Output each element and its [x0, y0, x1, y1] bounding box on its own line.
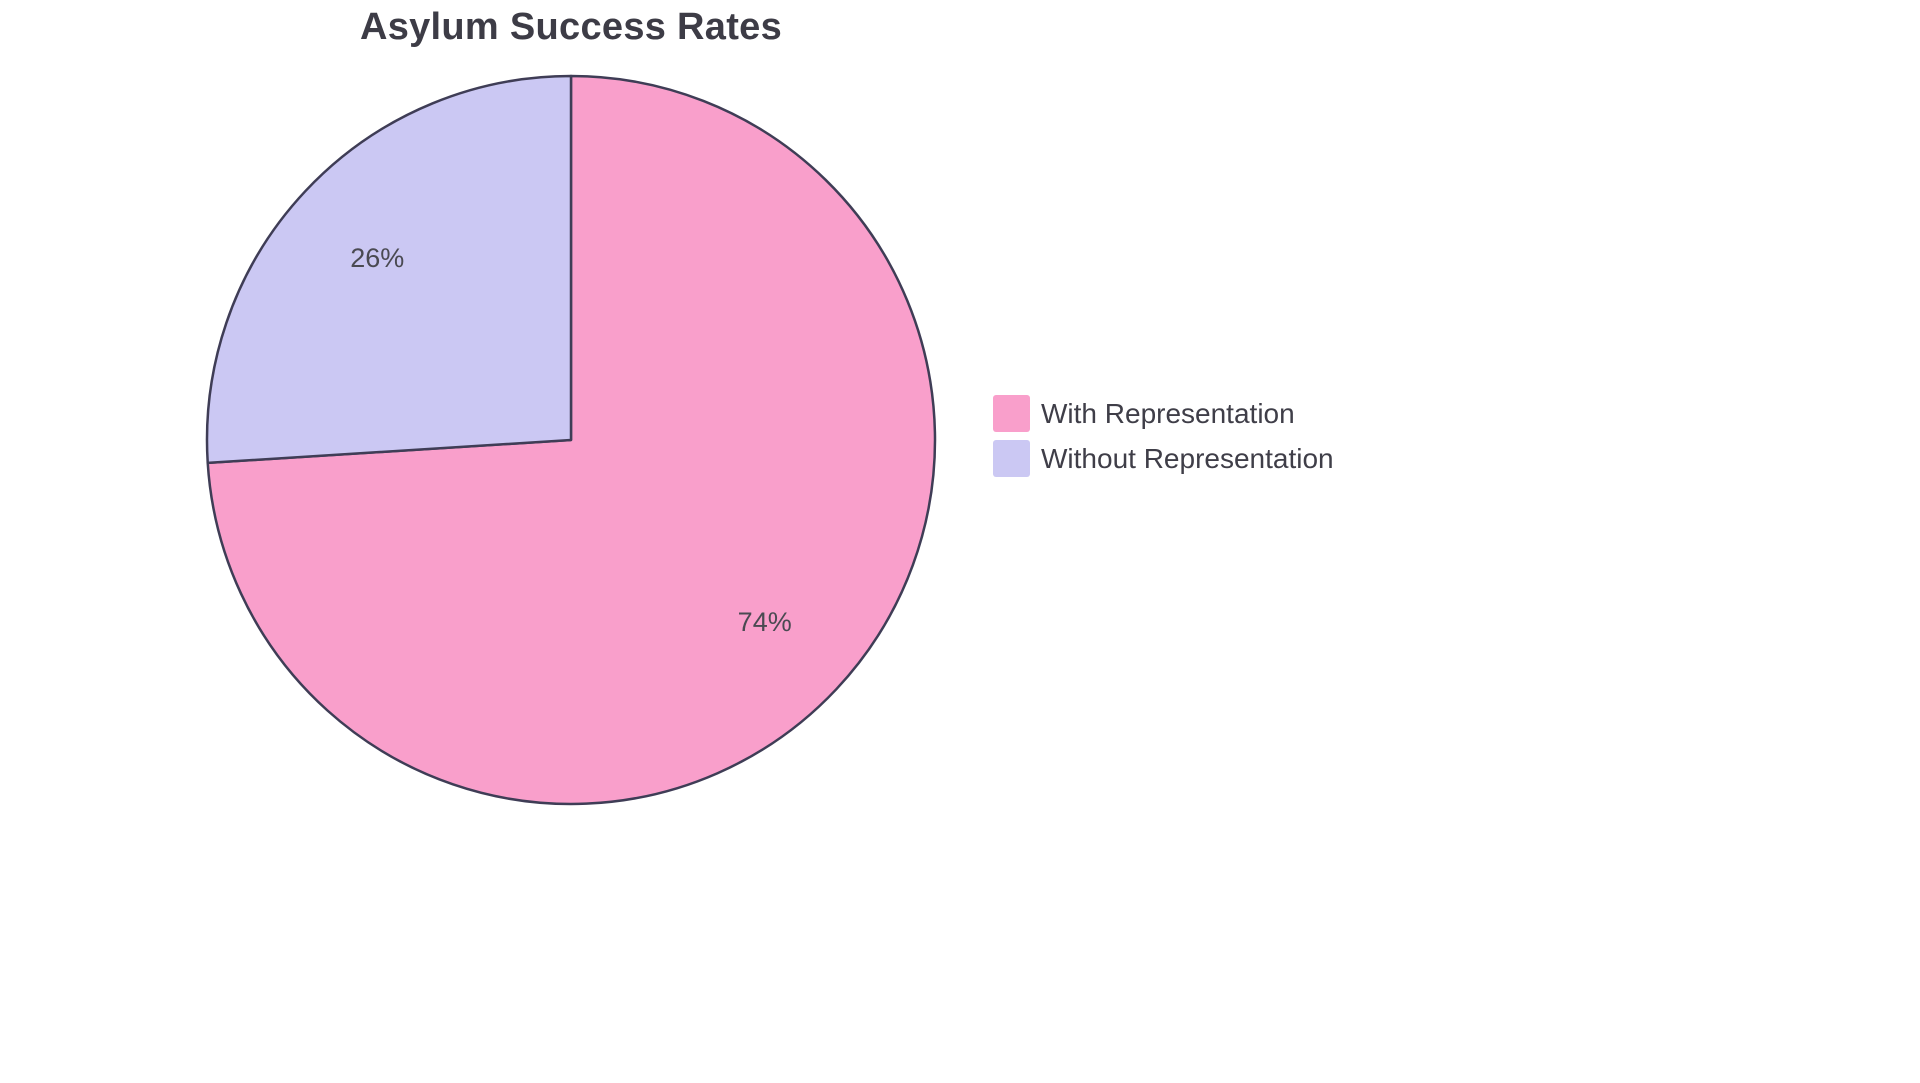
legend-item-without-representation: Without Representation	[993, 440, 1334, 477]
legend-swatch-with-representation	[993, 395, 1030, 432]
legend-item-with-representation: With Representation	[993, 395, 1334, 432]
legend-label-without-representation: Without Representation	[1041, 442, 1334, 474]
slice-label-0: 74%	[738, 607, 792, 637]
legend-label-with-representation: With Representation	[1041, 397, 1295, 429]
slice-label-1: 26%	[350, 243, 404, 273]
legend: With Representation Without Representati…	[993, 395, 1334, 477]
chart-title: Asylum Success Rates	[359, 6, 783, 48]
pie-slice-1	[205, 74, 573, 465]
legend-swatch-without-representation	[993, 440, 1030, 477]
